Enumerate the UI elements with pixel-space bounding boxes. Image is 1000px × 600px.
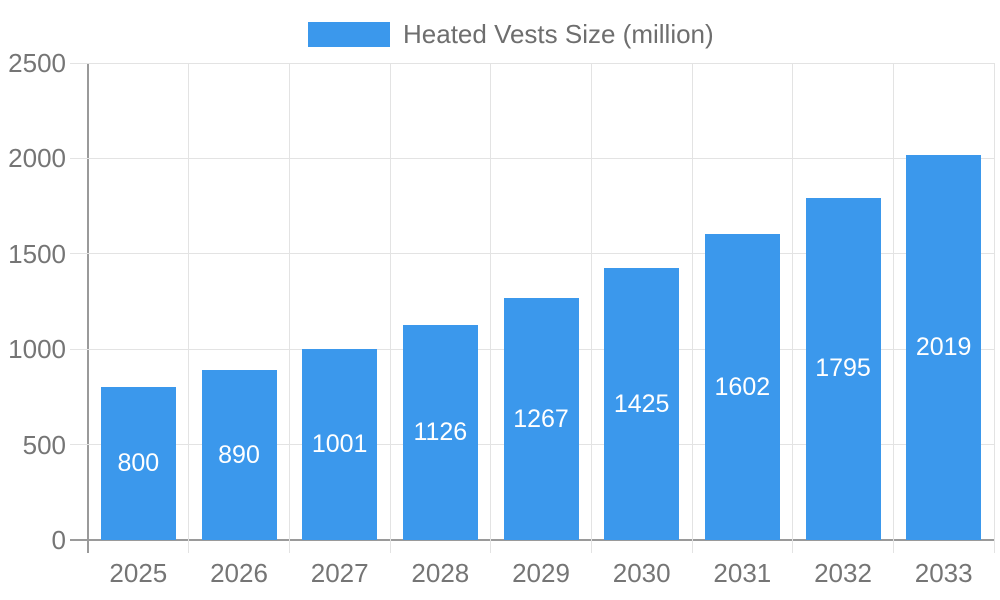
legend-label: Heated Vests Size (million) (403, 19, 714, 49)
grid-line-vertical (188, 63, 190, 553)
y-tick-label: 2500 (8, 48, 66, 78)
bar-value-label: 1267 (513, 404, 569, 433)
legend-swatch-icon (308, 22, 390, 47)
x-tick-label: 2026 (210, 558, 268, 588)
grid-line-vertical (691, 63, 693, 553)
bar-2032[interactable]: 1795 (805, 197, 881, 540)
y-tick-label: 2000 (8, 143, 66, 174)
grid-line-vertical (490, 63, 492, 553)
grid-line-vertical (590, 63, 592, 553)
bar-value-label: 890 (218, 440, 260, 469)
x-tick-label: 2033 (914, 558, 973, 588)
bar-value-label: 1795 (815, 354, 871, 383)
x-tick-label: 2029 (512, 558, 570, 588)
x-tick-label: 2025 (109, 558, 168, 588)
grid-line-horizontal (70, 157, 994, 159)
bar-2029[interactable]: 1267 (503, 298, 579, 540)
y-tick-label: 0 (51, 525, 66, 555)
grid-line-horizontal (70, 62, 994, 64)
x-tick-label: 2032 (814, 558, 872, 588)
grid-line-vertical (792, 63, 794, 553)
grid-line-horizontal (70, 253, 994, 255)
grid-line-vertical (288, 63, 290, 553)
bar-2033[interactable]: 2019 (906, 154, 982, 540)
grid-line-vertical (389, 63, 391, 553)
bar-value-label: 1001 (311, 430, 368, 458)
x-tick-label: 2030 (612, 558, 671, 588)
bar-value-label: 1425 (613, 389, 670, 418)
x-axis-line (70, 539, 994, 541)
bar-2026[interactable]: 890 (201, 370, 277, 540)
bar-value-label: 800 (117, 449, 160, 478)
grid-line-vertical (892, 63, 894, 553)
bar-2031[interactable]: 1602 (704, 234, 780, 540)
grid-line-vertical (993, 63, 995, 553)
bar-value-label: 2019 (915, 332, 972, 361)
bar-2025[interactable]: 800 (100, 387, 176, 540)
bar-2030[interactable]: 1425 (604, 268, 680, 540)
y-tick-label: 1000 (8, 334, 66, 365)
plot-area: 800 890 1001 1126 1267 1425 1602 1795 2019 (70, 62, 995, 553)
x-tick-label: 2028 (411, 558, 470, 588)
bar-2027[interactable]: 1001 (302, 349, 378, 540)
x-tick-label: 2027 (310, 558, 369, 588)
y-axis-line (87, 63, 89, 553)
x-tick-label: 2031 (713, 558, 772, 588)
bar-2028[interactable]: 1126 (402, 325, 478, 540)
y-tick-label: 1500 (8, 238, 66, 269)
chart-legend[interactable]: Heated Vests Size (million) (308, 19, 714, 50)
bar-value-label: 1602 (714, 372, 771, 401)
bar-value-label: 1126 (413, 418, 468, 447)
y-tick-label: 500 (22, 429, 66, 460)
